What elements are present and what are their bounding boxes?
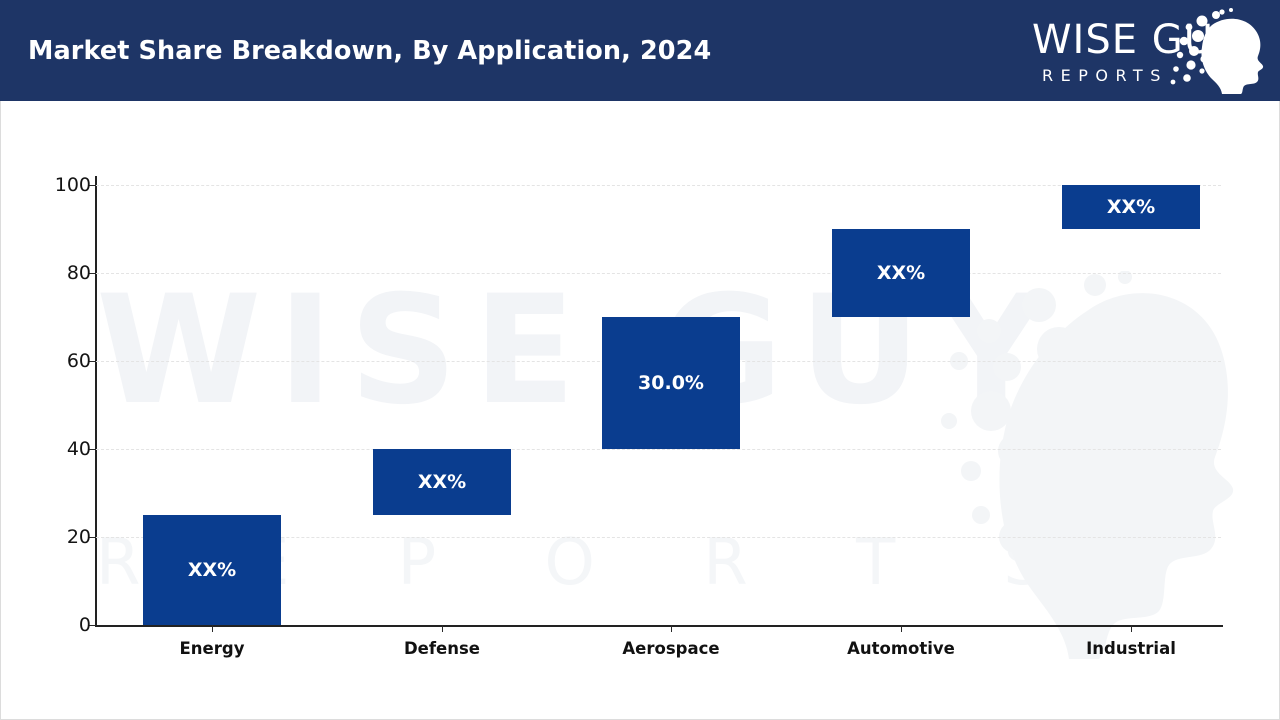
page-title: Market Share Breakdown, By Application, … (28, 35, 712, 66)
ytick-mark-80 (89, 273, 96, 274)
bar-label-aerospace: 30.0% (638, 372, 704, 394)
gridline-100 (96, 185, 1221, 186)
xtick-mark-aerospace (671, 625, 672, 632)
ytick-label-80: 80 (66, 262, 91, 284)
wise-guy-reports-logo-icon: WISE GUY REPORTS (1032, 7, 1264, 94)
xtick-mark-defense (442, 625, 443, 632)
bar-label-industrial: XX% (1106, 196, 1156, 218)
brand-logo: WISE GUY REPORTS (1024, 5, 1274, 97)
chart-content-area: WISE GUY R E P O R T S (0, 101, 1280, 720)
bar-label-automotive: XX% (876, 262, 926, 284)
bar-label-defense: XX% (417, 471, 467, 493)
bar-aerospace[interactable]: 30.0% (602, 317, 740, 449)
xtick-label-defense: Defense (403, 639, 480, 658)
ytick-mark-100 (89, 185, 96, 186)
xtick-mark-automotive (901, 625, 902, 632)
x-axis (95, 625, 1223, 627)
ytick-mark-0 (89, 625, 96, 626)
xtick-label-aerospace: Aerospace (622, 639, 720, 658)
bar-industrial[interactable]: XX% (1062, 185, 1200, 229)
axes-and-series: 100 80 60 40 20 0 XX% XX% 30.0% XX% (1, 101, 1279, 718)
y-axis (95, 176, 97, 626)
xtick-mark-industrial (1131, 625, 1132, 632)
ytick-label-0: 0 (78, 614, 91, 636)
ytick-label-100: 100 (54, 174, 91, 196)
xtick-mark-energy (212, 625, 213, 632)
ytick-mark-60 (89, 361, 96, 362)
ytick-label-60: 60 (66, 350, 91, 372)
page-header: Market Share Breakdown, By Application, … (0, 0, 1280, 101)
bar-energy[interactable]: XX% (143, 515, 281, 625)
gridline-20 (96, 537, 1221, 538)
svg-text:REPORTS: REPORTS (1042, 66, 1168, 85)
xtick-label-automotive: Automotive (847, 639, 955, 658)
ytick-mark-20 (89, 537, 96, 538)
ytick-label-40: 40 (66, 438, 91, 460)
bar-defense[interactable]: XX% (373, 449, 511, 515)
bar-automotive[interactable]: XX% (832, 229, 970, 317)
gridline-80 (96, 273, 1221, 274)
xtick-label-industrial: Industrial (1086, 639, 1176, 658)
ytick-mark-40 (89, 449, 96, 450)
ytick-label-20: 20 (66, 526, 91, 548)
gridline-40 (96, 449, 1221, 450)
xtick-label-energy: Energy (179, 639, 245, 658)
plot-area: WISE GUY R E P O R T S (1, 101, 1279, 718)
bar-label-energy: XX% (187, 559, 237, 581)
